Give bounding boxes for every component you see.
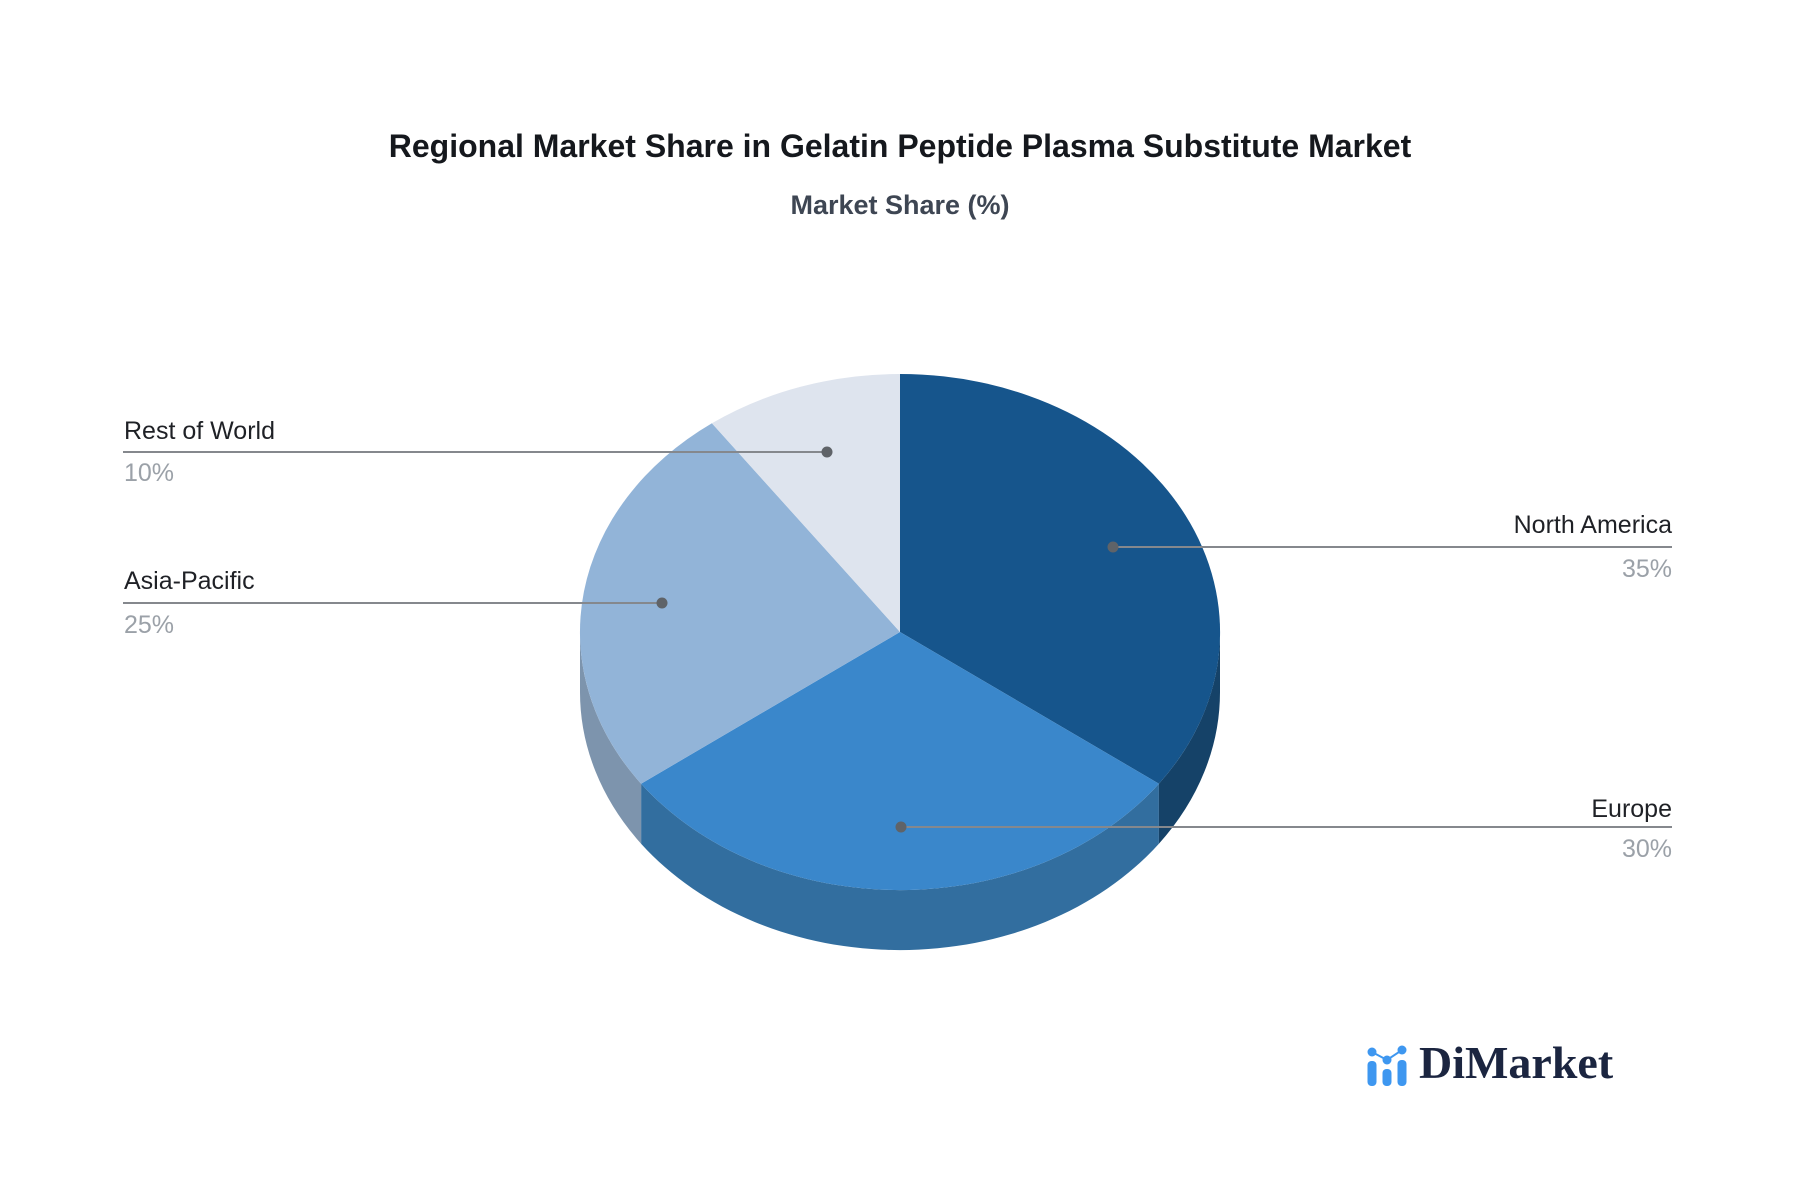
logo-dot-1 [1367, 1047, 1377, 1057]
label-europe: Europe [1591, 795, 1672, 823]
bar-chart-logo-icon [1367, 1045, 1407, 1086]
callout-lines [123, 451, 1672, 828]
pie-slice-europe[interactable] [641, 632, 1159, 891]
label-rest-of-world: Rest of World [124, 417, 275, 445]
logo-bar-3 [1397, 1060, 1407, 1086]
callout-dot-asia-pacific [656, 597, 668, 609]
value-north-america: 35% [1621, 555, 1672, 583]
pie-slice-rest-of-world[interactable] [711, 374, 900, 632]
value-europe: 30% [1621, 835, 1672, 863]
pie-slice-side-europe [641, 783, 1159, 951]
pie-slice-asia-pacific[interactable] [579, 423, 900, 784]
label-north-america: North America [1513, 511, 1672, 539]
chart-subtitle: Market Share (%) [790, 190, 1010, 220]
pie-slice-north-america[interactable] [900, 374, 1221, 784]
label-asia-pacific: Asia-Pacific [124, 567, 255, 595]
value-asia-pacific: 25% [124, 611, 175, 639]
brand-logo: DiMarket [1366, 1040, 1613, 1086]
callout-dot-europe [895, 821, 907, 833]
chart-title: Regional Market Share in Gelatin Peptide… [388, 128, 1412, 164]
logo-bar-1 [1367, 1061, 1377, 1086]
brand-logo-text: DiMarket [1419, 1037, 1614, 1088]
callout-dot-north-america [1107, 541, 1119, 553]
logo-dot-2 [1382, 1055, 1392, 1065]
callout-dot-rest-of-world [821, 446, 833, 458]
logo-bar-2 [1382, 1069, 1392, 1086]
pie-slice-side-asia-pacific [580, 632, 642, 844]
logo-dot-3 [1397, 1045, 1407, 1055]
pie-slice-side-north-america [1158, 632, 1220, 844]
value-rest-of-world: 10% [124, 459, 175, 487]
callout-dots [656, 446, 1119, 833]
